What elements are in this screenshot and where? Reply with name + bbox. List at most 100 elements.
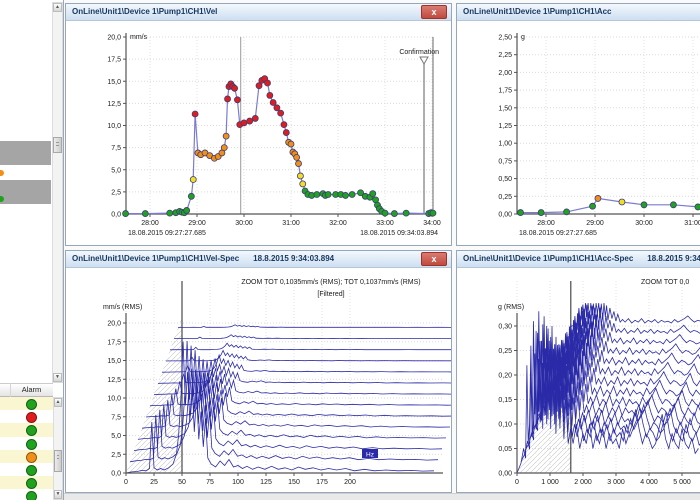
svg-text:0,30: 0,30 — [498, 324, 512, 331]
alarm-status-dot — [26, 438, 37, 450]
alarm-status-dot — [26, 491, 37, 500]
svg-text:1 000: 1 000 — [541, 479, 559, 486]
svg-text:18.08.2015 09:27:27.685: 18.08.2015 09:27:27.685 — [519, 230, 597, 237]
svg-text:1,25: 1,25 — [498, 123, 512, 130]
panel-title: OnLine\Unit1\Device 1\Pump1\CH1\Acc-Spec — [463, 254, 634, 263]
svg-text:2,5: 2,5 — [111, 452, 121, 459]
svg-text:12,5: 12,5 — [107, 377, 121, 384]
alarm-column-header[interactable]: Alarm — [0, 383, 53, 397]
svg-text:28:00: 28:00 — [141, 220, 159, 227]
svg-text:7,5: 7,5 — [111, 414, 121, 421]
svg-text:15,0: 15,0 — [107, 79, 121, 86]
svg-text:2,25: 2,25 — [498, 52, 512, 59]
svg-text:2,50: 2,50 — [498, 35, 512, 42]
alarm-status-dot — [26, 399, 37, 410]
alarm-table-row[interactable] — [0, 423, 53, 437]
vel-spectrum-chart[interactable]: 0,0 2,5 5,0 7,5 10,0 12,5 15,0 17,5 20,0 0 25 50 75 1… — [66, 268, 452, 493]
svg-text:[Filtered]: [Filtered] — [317, 291, 344, 298]
svg-text:29:00: 29:00 — [586, 220, 604, 227]
window-bottom-edge — [64, 493, 700, 500]
scroll-down-arrow-icon[interactable]: ▼ — [54, 490, 62, 499]
alarm-table-row[interactable] — [0, 476, 53, 490]
scrollbar-thumb[interactable] — [54, 450, 62, 472]
scroll-up-arrow-icon[interactable]: ▲ — [53, 3, 62, 12]
svg-text:mm/s: mm/s — [130, 34, 148, 41]
svg-text:5,0: 5,0 — [111, 167, 121, 174]
alarm-status-dot — [26, 412, 37, 424]
alarm-table-row[interactable] — [0, 462, 53, 477]
svg-text:g: g — [521, 34, 525, 41]
scroll-up-arrow-icon[interactable]: ▲ — [54, 398, 62, 407]
svg-text:30:00: 30:00 — [235, 220, 253, 227]
svg-text:200: 200 — [344, 479, 356, 486]
svg-text:ZOOM TOT 0,1035mm/s (RMS); TOT: ZOOM TOT 0,1035mm/s (RMS); TOT 0,1037mm/… — [241, 279, 420, 286]
acc-spectrum-chart[interactable]: 0,00 0,05 0,10 0,15 0,20 0,25 0,30 0 1 000 2 000 3… — [457, 268, 700, 493]
svg-text:20,0: 20,0 — [107, 35, 121, 42]
alarm-table-row[interactable] — [0, 397, 53, 411]
alarm-table-row[interactable] — [0, 410, 53, 424]
sidebar-scrollbar[interactable]: ▲ ▼ — [52, 2, 63, 383]
close-icon[interactable]: x — [421, 5, 447, 19]
vel-trend-titlebar[interactable]: OnLine\Unit1\Device 1\Pump1\CH1\Vel x — [66, 4, 451, 21]
vel-spectrum-titlebar[interactable]: OnLine\Unit1\Device 1\Pump1\CH1\Vel-Spec… — [66, 251, 451, 268]
svg-text:25: 25 — [150, 479, 158, 486]
svg-text:0,15: 0,15 — [498, 397, 512, 404]
svg-text:7,5: 7,5 — [111, 145, 121, 152]
alarm-table-row[interactable] — [0, 449, 53, 463]
alarm-table-row[interactable] — [0, 436, 53, 450]
status-dot — [0, 196, 4, 202]
svg-text:g (RMS): g (RMS) — [498, 304, 524, 311]
svg-text:1,00: 1,00 — [498, 141, 512, 148]
svg-text:Confirmation: Confirmation — [399, 49, 439, 56]
svg-text:75: 75 — [206, 479, 214, 486]
svg-text:32:00: 32:00 — [329, 220, 347, 227]
svg-text:10,0: 10,0 — [107, 396, 121, 403]
svg-text:0,00: 0,00 — [498, 212, 512, 219]
svg-text:0,25: 0,25 — [498, 348, 512, 355]
list-item-selected[interactable] — [0, 141, 51, 165]
svg-text:5,0: 5,0 — [111, 433, 121, 440]
acc-spectrum-titlebar[interactable]: OnLine\Unit1\Device 1\Pump1\CH1\Acc-Spec… — [457, 251, 700, 268]
alarm-status-dot — [26, 425, 37, 437]
panel-title: OnLine\Unit1\Device 1\Pump1\CH1\Vel-Spec — [72, 254, 240, 263]
panel-title: OnLine\Unit1\Device 1\Pump1\CH1\Vel — [72, 7, 218, 16]
alarm-table-scrollbar[interactable]: ▲ ▼ — [53, 397, 63, 500]
svg-text:0: 0 — [124, 479, 128, 486]
svg-text:2 000: 2 000 — [574, 479, 592, 486]
svg-text:0: 0 — [515, 479, 519, 486]
vel-spectrum-panel: OnLine\Unit1\Device 1\Pump1\CH1\Vel-Spec… — [65, 250, 452, 493]
scroll-down-arrow-icon[interactable]: ▼ — [53, 373, 62, 382]
svg-text:5 000: 5 000 — [673, 479, 691, 486]
svg-text:31:00: 31:00 — [684, 220, 700, 227]
svg-text:0,0: 0,0 — [111, 471, 121, 478]
alarm-table-row[interactable] — [0, 489, 53, 500]
close-icon[interactable]: x — [421, 252, 447, 266]
svg-text:30:00: 30:00 — [635, 220, 653, 227]
svg-text:4 000: 4 000 — [640, 479, 658, 486]
svg-text:31:00: 31:00 — [282, 220, 300, 227]
svg-text:0,0: 0,0 — [111, 212, 121, 219]
vel-trend-chart[interactable]: 0,0 2,5 5,0 7,5 10,0 12,5 15,0 17,5 20,0 28:00 29:… — [66, 21, 452, 246]
svg-text:0,10: 0,10 — [498, 422, 512, 429]
svg-text:0,75: 0,75 — [498, 158, 512, 165]
acc-trend-chart[interactable]: 0,00 0,25 0,50 0,75 1,00 1,25 1,50 1,75 2,00 2,25… — [457, 21, 700, 246]
svg-text:2,5: 2,5 — [111, 189, 121, 196]
svg-text:18.08.2015 09:34:03.894: 18.08.2015 09:34:03.894 — [360, 230, 438, 237]
svg-text:29:00: 29:00 — [188, 220, 206, 227]
svg-text:3 000: 3 000 — [607, 479, 625, 486]
acc-spectrum-panel: OnLine\Unit1\Device 1\Pump1\CH1\Acc-Spec… — [456, 250, 700, 493]
alarm-column-label: Alarm — [21, 385, 42, 394]
scrollbar-thumb[interactable] — [53, 137, 62, 153]
svg-text:15,0: 15,0 — [107, 358, 121, 365]
svg-text:33:00: 33:00 — [376, 220, 394, 227]
alarm-status-dot — [26, 451, 37, 463]
svg-text:ZOOM TOT 0,0: ZOOM TOT 0,0 — [641, 279, 689, 286]
panel-title: OnLine\Unit1\Device 1\Pump1\CH1\Acc — [463, 7, 612, 16]
svg-text:0,25: 0,25 — [498, 194, 512, 201]
svg-text:18.08.2015 09:27:27.685: 18.08.2015 09:27:27.685 — [128, 230, 206, 237]
list-item-selected[interactable] — [0, 180, 51, 204]
svg-text:0,00: 0,00 — [498, 471, 512, 478]
acc-trend-titlebar[interactable]: OnLine\Unit1\Device 1\Pump1\CH1\Acc — [457, 4, 700, 21]
spectrum-timestamp: 18.8.2015 9:34:03.894 — [253, 254, 335, 263]
